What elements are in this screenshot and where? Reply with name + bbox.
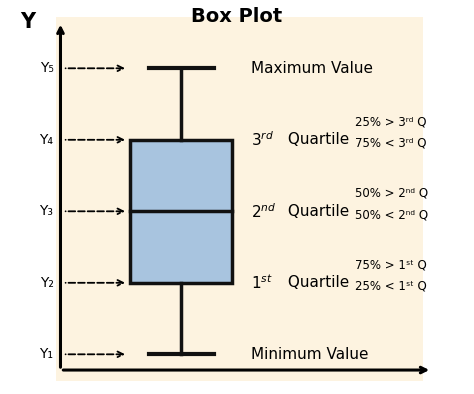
Text: 50% < 2ⁿᵈ Q: 50% < 2ⁿᵈ Q <box>356 208 428 221</box>
Text: 50% > 2ⁿᵈ Q: 50% > 2ⁿᵈ Q <box>356 187 428 200</box>
Text: Maximum Value: Maximum Value <box>251 61 373 76</box>
Bar <box>56 17 423 381</box>
Text: 25% > 3ʳᵈ Q: 25% > 3ʳᵈ Q <box>356 115 427 128</box>
Text: Box Plot: Box Plot <box>191 7 283 26</box>
Text: $2^{nd}$: $2^{nd}$ <box>251 202 276 221</box>
Text: Y₂: Y₂ <box>40 276 54 290</box>
Text: Y₄: Y₄ <box>39 133 54 147</box>
Text: $1^{st}$: $1^{st}$ <box>251 273 273 292</box>
Text: Quartile: Quartile <box>283 204 349 219</box>
Text: $3^{rd}$: $3^{rd}$ <box>251 130 274 149</box>
Text: 75% > 1ˢᵗ Q: 75% > 1ˢᵗ Q <box>356 258 427 271</box>
Text: 75% < 3ʳᵈ Q: 75% < 3ʳᵈ Q <box>356 137 427 150</box>
Text: Y: Y <box>20 12 36 32</box>
Text: Quartile: Quartile <box>283 275 349 290</box>
Bar <box>130 140 232 283</box>
Text: Minimum Value: Minimum Value <box>251 347 368 362</box>
Text: Y₃: Y₃ <box>39 204 54 218</box>
Text: 25% < 1ˢᵗ Q: 25% < 1ˢᵗ Q <box>356 280 427 293</box>
Text: Quartile: Quartile <box>283 132 349 147</box>
Text: Y₁: Y₁ <box>39 347 54 361</box>
Text: Y₅: Y₅ <box>40 61 54 75</box>
